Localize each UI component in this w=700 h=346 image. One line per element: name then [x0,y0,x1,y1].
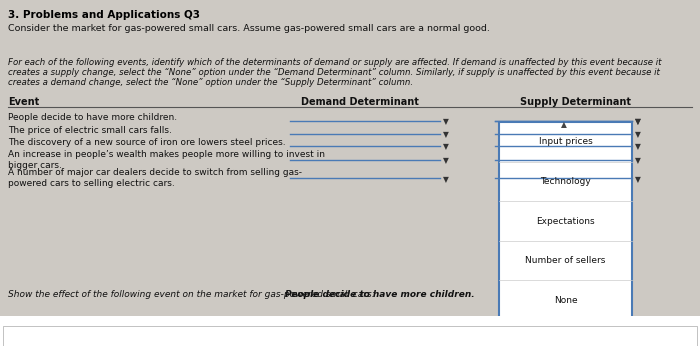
Text: creates a demand change, select the “None” option under the “Supply Determinant”: creates a demand change, select the “Non… [8,78,413,87]
Text: ▼: ▼ [635,118,641,127]
Text: A number of major car dealers decide to switch from selling gas-: A number of major car dealers decide to … [8,168,302,177]
Text: creates a supply change, select the “None” option under the “Demand Determinant”: creates a supply change, select the “Non… [8,68,660,77]
Text: Show the effect of the following event on the market for gas-powered small cars:: Show the effect of the following event o… [8,290,377,299]
Text: Technology: Technology [540,177,591,186]
Text: Number of sellers: Number of sellers [525,256,606,265]
Text: ▼: ▼ [443,143,449,152]
Text: 3. Problems and Applications Q3: 3. Problems and Applications Q3 [8,10,200,20]
Text: ▼: ▼ [635,130,641,139]
Text: ▲: ▲ [561,120,566,129]
Text: ▼: ▼ [443,118,449,127]
Text: ▼: ▼ [635,156,641,165]
Text: People decide to have more children.: People decide to have more children. [285,290,475,299]
Text: ▼: ▼ [443,130,449,139]
Text: Input prices: Input prices [538,137,592,146]
Text: Expectations: Expectations [536,217,595,226]
Text: Consider the market for gas-powered small cars. Assume gas-powered small cars ar: Consider the market for gas-powered smal… [8,24,490,33]
Text: An increase in people’s wealth makes people more willing to invest in: An increase in people’s wealth makes peo… [8,150,325,159]
Bar [0,316,700,346]
Bar [499,122,632,320]
Text: bigger cars.: bigger cars. [8,161,62,170]
Text: ▼: ▼ [443,156,449,165]
Text: ▼: ▼ [443,175,449,184]
Text: Supply Determinant: Supply Determinant [519,97,631,107]
Bar [3,326,697,346]
Text: ▼: ▼ [635,143,641,152]
Text: The discovery of a new source of iron ore lowers steel prices.: The discovery of a new source of iron or… [8,138,286,147]
Text: ▼: ▼ [635,118,641,127]
Text: The price of electric small cars falls.: The price of electric small cars falls. [8,126,172,135]
Text: For each of the following events, identify which of the determinants of demand o: For each of the following events, identi… [8,58,662,67]
Text: ▼: ▼ [635,175,641,184]
Text: None: None [554,296,578,305]
Text: powered cars to selling electric cars.: powered cars to selling electric cars. [8,179,175,188]
Text: Event: Event [8,97,39,107]
Text: Demand Determinant: Demand Determinant [301,97,419,107]
Text: People decide to have more children.: People decide to have more children. [8,113,177,122]
